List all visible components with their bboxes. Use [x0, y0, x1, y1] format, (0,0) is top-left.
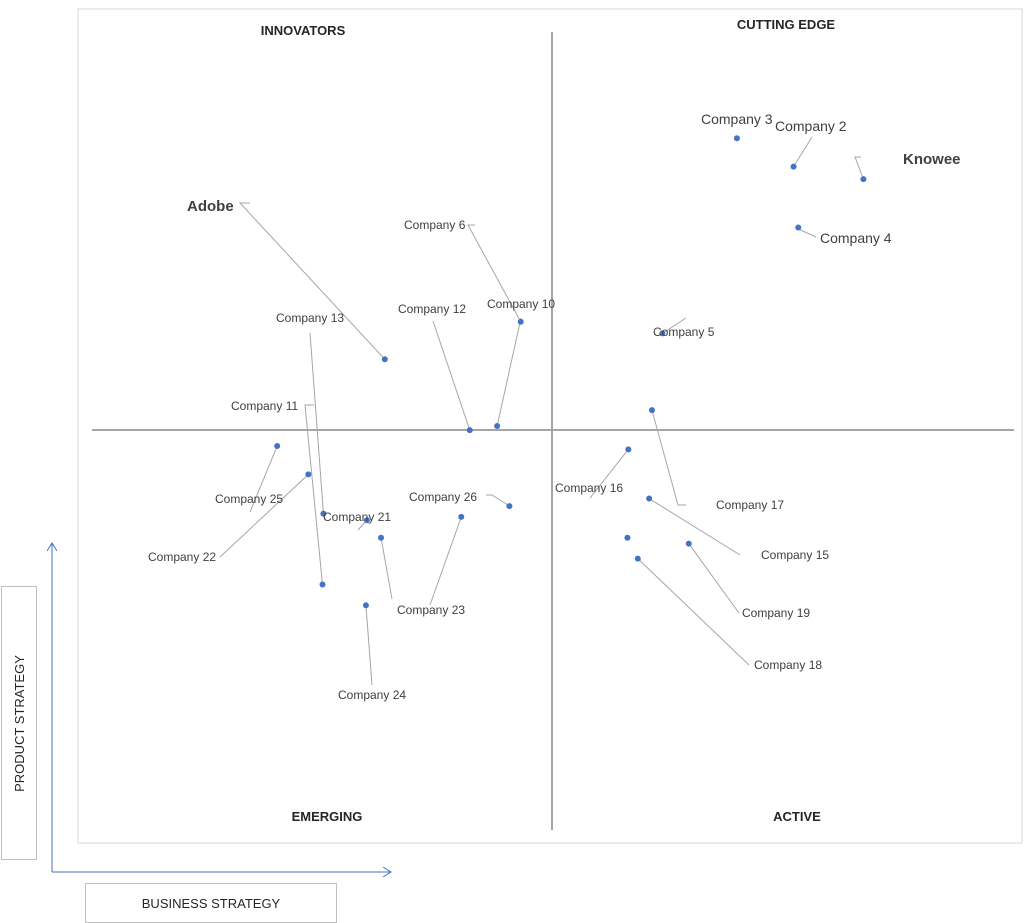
data-label-8: Company 10 — [487, 297, 555, 311]
leader-line-6 — [238, 202, 386, 360]
data-label-14: Company 21 — [323, 510, 391, 524]
leader-line-20 — [651, 410, 686, 506]
data-label-16: Company 26 — [409, 490, 477, 504]
data-point-3 — [733, 135, 740, 142]
quadrant-label-emerging: EMERGING — [292, 809, 363, 824]
data-label-11: Company 11 — [231, 399, 298, 413]
quadrant-label-innovators: INNOVATORS — [261, 23, 346, 38]
data-point-10 — [320, 510, 327, 517]
data-label-7: Company 6 — [404, 218, 466, 232]
x-axis-label-box: BUSINESS STRATEGY — [85, 883, 337, 923]
data-point-6 — [381, 356, 388, 363]
quadrant-label-active: ACTIVE — [773, 809, 821, 824]
leader-line-2 — [793, 136, 813, 167]
leader-line-10 — [309, 332, 324, 514]
data-point-5 — [659, 330, 666, 337]
data-label-15: Company 23 — [397, 603, 465, 617]
data-point-9 — [466, 427, 473, 434]
leader-line-7 — [467, 224, 522, 322]
data-label-21: Company 15 — [761, 548, 829, 562]
leader-line-9 — [432, 320, 471, 431]
data-point-21 — [646, 495, 653, 502]
data-point-15 — [378, 534, 385, 541]
data-point-1 — [860, 176, 867, 183]
y-axis-label: PRODUCT STRATEGY — [11, 654, 27, 792]
leader-line-8 — [496, 317, 522, 427]
data-point-13 — [305, 471, 312, 478]
data-label-5: Company 5 — [653, 325, 715, 339]
data-label-23: Company 18 — [754, 658, 822, 672]
quadrant-label-cutting-edge: CUTTING EDGE — [737, 17, 836, 32]
leader-line-15 — [380, 537, 393, 600]
leader-line-1 — [854, 156, 864, 180]
data-label-19: Company 16 — [555, 481, 623, 495]
leader-line-17 — [429, 516, 462, 606]
leader-line-19 — [589, 449, 629, 499]
data-label-3: Company 3 — [701, 111, 773, 127]
leader-line-11 — [304, 404, 323, 585]
data-label-20: Company 17 — [716, 498, 784, 512]
data-label-4: Company 4 — [820, 230, 892, 246]
data-label-9: Company 12 — [398, 302, 466, 316]
data-point-14 — [363, 517, 370, 524]
data-label-13: Company 22 — [148, 550, 216, 564]
data-point-11 — [319, 581, 326, 588]
data-point-24 — [624, 534, 631, 541]
data-point-12 — [274, 443, 281, 450]
data-label-22: Company 19 — [742, 606, 810, 620]
data-points — [274, 135, 867, 609]
data-point-19 — [625, 446, 632, 453]
data-point-7 — [517, 318, 524, 325]
plot-frame — [77, 8, 1023, 844]
data-label-1: Knowee — [903, 151, 961, 168]
leader-line-23 — [637, 558, 750, 666]
data-point-16 — [506, 503, 513, 510]
data-label-10: Company 13 — [276, 311, 344, 325]
leader-line-13 — [219, 474, 309, 558]
leader-line-16 — [486, 494, 510, 507]
leader-line-12 — [249, 445, 278, 513]
data-point-20 — [648, 407, 655, 414]
leader-line-22 — [688, 543, 740, 614]
leader-line-21 — [648, 498, 741, 556]
data-point-23 — [634, 555, 641, 562]
data-label-2: Company 2 — [775, 118, 847, 134]
data-point-22 — [685, 540, 692, 547]
data-point-18 — [362, 602, 369, 609]
y-axis-label-box: PRODUCT STRATEGY — [1, 586, 37, 860]
data-point-8 — [494, 423, 501, 429]
leader-line-18 — [365, 605, 373, 686]
data-label-18: Company 24 — [338, 688, 406, 702]
data-point-2 — [790, 163, 797, 170]
leader-line-5 — [662, 317, 687, 334]
data-label-6: Adobe — [187, 198, 234, 215]
data-point-17 — [458, 513, 465, 520]
leader-lines — [219, 136, 864, 686]
x-axis-label: BUSINESS STRATEGY — [141, 895, 281, 911]
data-label-12: Company 25 — [215, 492, 283, 506]
data-point-4 — [795, 224, 802, 231]
